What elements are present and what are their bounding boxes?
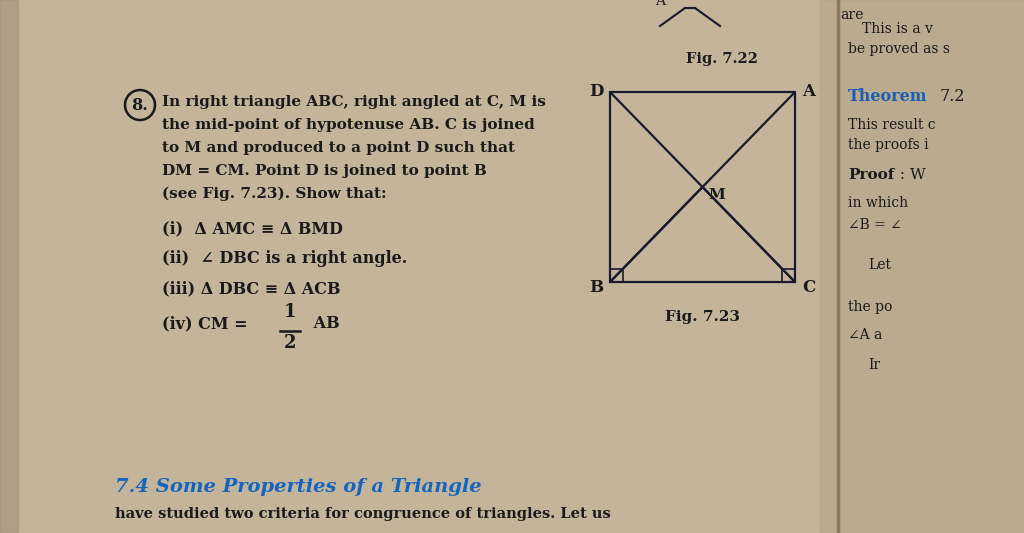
Text: : W: : W (895, 168, 926, 182)
Text: Proof: Proof (848, 168, 894, 182)
Text: Fig. 7.23: Fig. 7.23 (665, 310, 740, 324)
Text: Theorem: Theorem (848, 88, 928, 105)
Text: B: B (589, 279, 603, 295)
Text: in which: in which (848, 196, 908, 210)
Text: D: D (589, 84, 603, 101)
Text: (see Fig. 7.23). Show that:: (see Fig. 7.23). Show that: (162, 187, 387, 201)
Text: A: A (803, 84, 815, 101)
Text: M: M (708, 188, 725, 202)
Text: the po: the po (848, 300, 892, 314)
Text: (i)  Δ AMC ≡ Δ BMD: (i) Δ AMC ≡ Δ BMD (162, 220, 343, 237)
Text: ∠A a: ∠A a (848, 328, 883, 342)
Text: the proofs i: the proofs i (848, 138, 929, 152)
Text: This is a v: This is a v (862, 22, 933, 36)
Bar (820, 0, 1024, 533)
Text: are: are (840, 8, 863, 22)
Text: 1: 1 (284, 303, 296, 321)
Text: Let: Let (868, 258, 891, 272)
Text: 2: 2 (284, 334, 296, 352)
Text: 8.: 8. (132, 96, 148, 114)
Text: to M and produced to a point D such that: to M and produced to a point D such that (162, 141, 515, 155)
Text: This result c: This result c (848, 118, 936, 132)
Text: ∠B = ∠: ∠B = ∠ (848, 218, 902, 232)
Text: C: C (803, 279, 816, 295)
Text: AB: AB (308, 315, 340, 332)
Text: A: A (655, 0, 665, 8)
Text: Fig. 7.22: Fig. 7.22 (686, 52, 759, 66)
Bar (0, 0, 18, 533)
Text: In right triangle ABC, right angled at C, M is: In right triangle ABC, right angled at C… (162, 95, 546, 109)
Text: be proved as s: be proved as s (848, 42, 950, 56)
Text: (iii) Δ DBC ≡ Δ ACB: (iii) Δ DBC ≡ Δ ACB (162, 280, 341, 297)
Text: the mid-point of hypotenuse AB. C is joined: the mid-point of hypotenuse AB. C is joi… (162, 118, 535, 132)
Text: Ir: Ir (868, 358, 880, 372)
Text: (ii)  ∠ DBC is a right angle.: (ii) ∠ DBC is a right angle. (162, 250, 408, 267)
Text: (iv) CM =: (iv) CM = (162, 315, 253, 332)
Text: have studied two criteria for congruence of triangles. Let us: have studied two criteria for congruence… (115, 507, 610, 521)
Text: DM = CM. Point D is joined to point B: DM = CM. Point D is joined to point B (162, 164, 486, 178)
Text: 7.2: 7.2 (940, 88, 966, 105)
Text: 7.4 Some Properties of a Triangle: 7.4 Some Properties of a Triangle (115, 478, 481, 496)
